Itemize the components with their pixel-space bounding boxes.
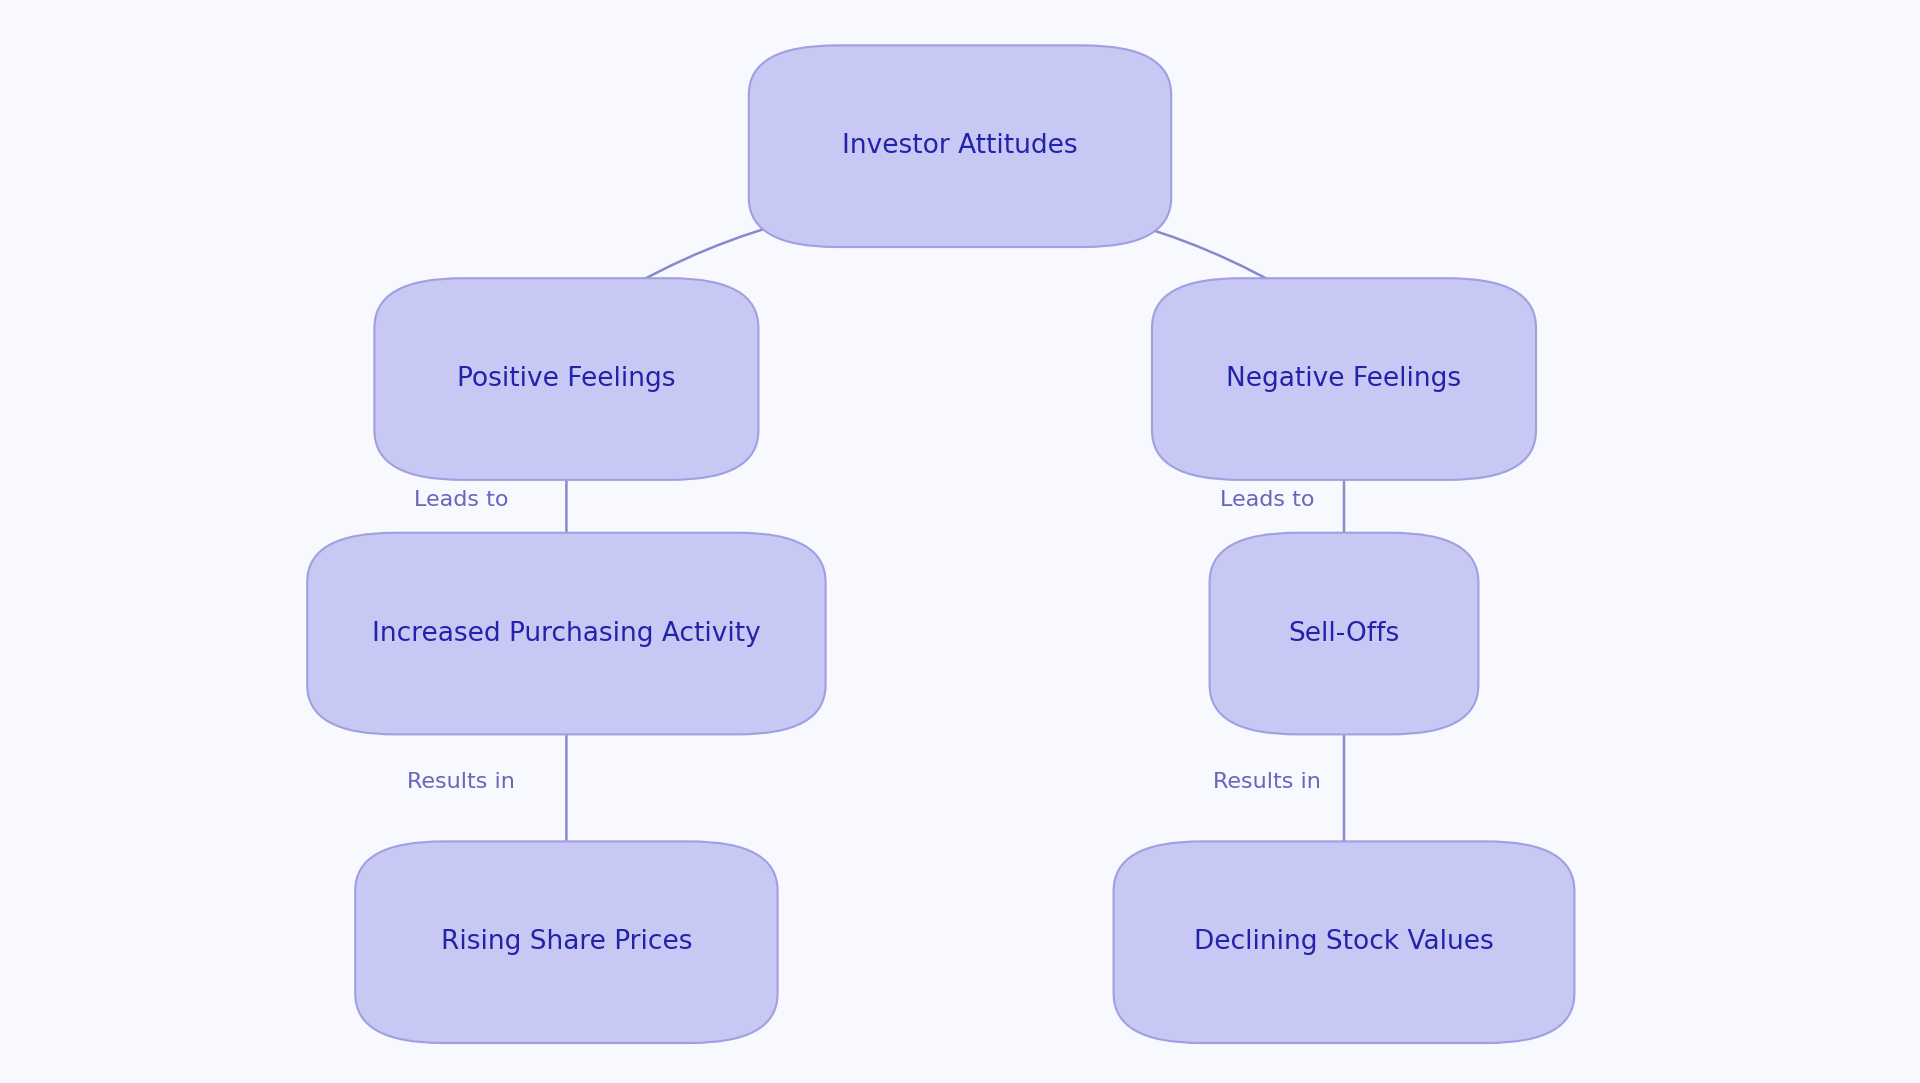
FancyBboxPatch shape: [1210, 533, 1478, 734]
Text: Rising Share Prices: Rising Share Prices: [442, 929, 691, 955]
FancyBboxPatch shape: [1152, 278, 1536, 480]
FancyBboxPatch shape: [355, 841, 778, 1043]
FancyBboxPatch shape: [374, 278, 758, 480]
Text: Negative Feelings: Negative Feelings: [1227, 366, 1461, 392]
Text: Positive Feelings: Positive Feelings: [457, 366, 676, 392]
Text: Increased Purchasing Activity: Increased Purchasing Activity: [372, 621, 760, 647]
Text: Leads to: Leads to: [413, 491, 509, 510]
Text: Leads to: Leads to: [1219, 491, 1315, 510]
Text: Sell-Offs: Sell-Offs: [1288, 621, 1400, 647]
FancyBboxPatch shape: [749, 45, 1171, 247]
FancyBboxPatch shape: [307, 533, 826, 734]
Text: Results in: Results in: [1213, 772, 1321, 792]
FancyBboxPatch shape: [1114, 841, 1574, 1043]
Text: Declining Stock Values: Declining Stock Values: [1194, 929, 1494, 955]
Text: Investor Attitudes: Investor Attitudes: [843, 133, 1077, 159]
Text: Results in: Results in: [407, 772, 515, 792]
